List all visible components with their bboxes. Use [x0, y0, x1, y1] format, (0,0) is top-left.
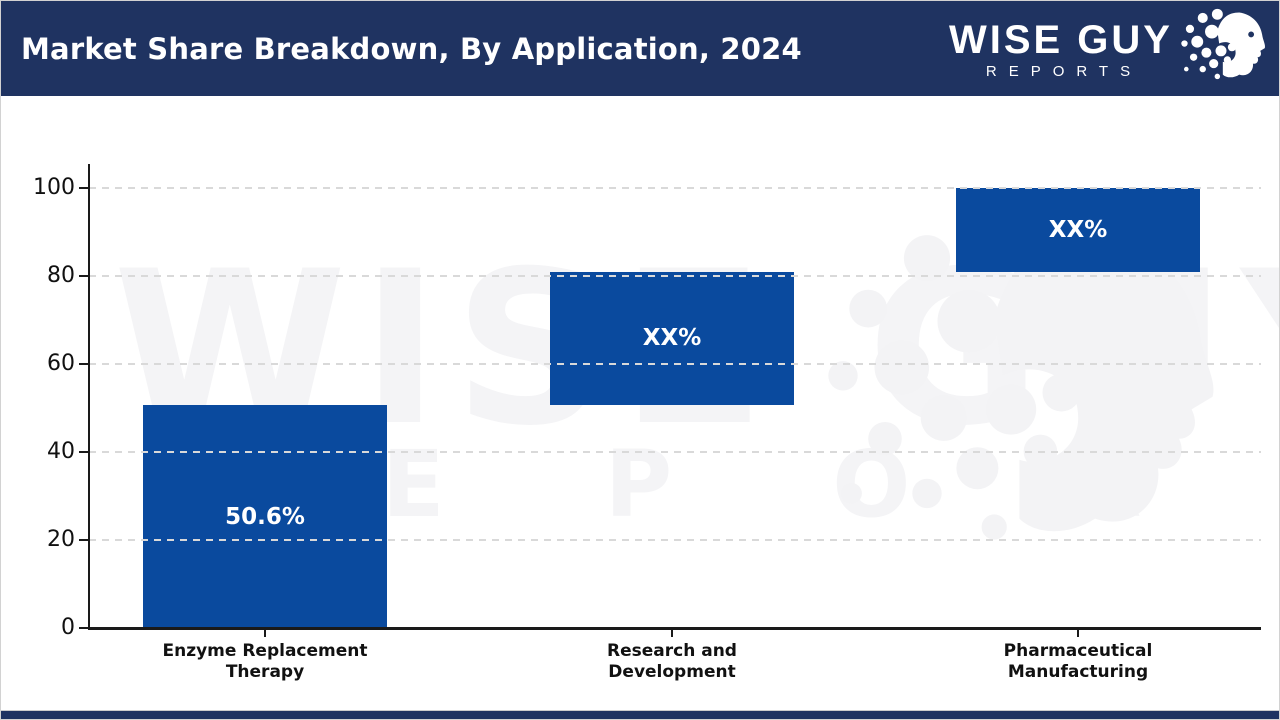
- x-axis-category-line: Development: [608, 662, 736, 682]
- y-axis-tick-label: 40: [47, 439, 75, 464]
- logo-eye-dot: [1248, 31, 1255, 38]
- y-axis-tick-label: 60: [47, 351, 75, 376]
- logo-text-reports: REPORTS: [985, 62, 1143, 80]
- x-axis-category-line: Therapy: [225, 662, 305, 682]
- footer-divider: [1, 710, 1279, 711]
- bar-segment: 50.6%: [143, 405, 387, 628]
- logo-head-icon: [1181, 8, 1266, 80]
- y-axis-tick: [79, 451, 88, 453]
- x-axis-category-label: Pharmaceutical Manufacturing: [913, 641, 1243, 683]
- y-axis-tick-label: 20: [47, 527, 75, 552]
- logo-text-wiseguy: WISE GUY: [948, 17, 1173, 62]
- bar-segment: XX%: [550, 271, 794, 406]
- gridline: [89, 539, 1261, 541]
- gridline: [89, 275, 1261, 277]
- footer-strip: [1, 711, 1279, 719]
- wiseguy-logo: WISE GUY REPORTS: [949, 7, 1267, 91]
- bar-segment: XX%: [956, 188, 1200, 272]
- x-axis-tick: [1077, 628, 1079, 637]
- x-axis-category-line: Pharmaceutical: [1003, 641, 1153, 661]
- y-axis-tick: [79, 363, 88, 365]
- bar-value-label: XX%: [1048, 216, 1108, 243]
- page-title: Market Share Breakdown, By Application, …: [21, 31, 802, 66]
- bar-value-label: XX%: [642, 325, 702, 352]
- y-axis-tick: [79, 275, 88, 277]
- y-axis-tick-label: 80: [47, 263, 75, 288]
- x-axis-category-label: Research and Development: [507, 641, 837, 683]
- x-axis-category-line: Enzyme Replacement: [162, 641, 368, 661]
- x-axis-category-line: Manufacturing: [1007, 662, 1149, 682]
- x-axis-category-line: Research and: [607, 641, 737, 661]
- x-axis-tick: [671, 628, 673, 637]
- y-axis-tick: [79, 627, 88, 629]
- header: Market Share Breakdown, By Application, …: [1, 1, 1279, 96]
- x-axis-tick: [264, 628, 266, 637]
- bar-value-label: 50.6%: [225, 503, 305, 530]
- x-axis-category-label: Enzyme Replacement Therapy: [100, 641, 430, 683]
- gridline: [89, 451, 1261, 453]
- y-axis-tick: [79, 187, 88, 189]
- x-axis-line: [88, 627, 1261, 630]
- gridline: [89, 363, 1261, 365]
- y-axis-tick-label: 0: [61, 615, 75, 640]
- y-axis-tick: [79, 539, 88, 541]
- y-axis-line: [88, 164, 90, 629]
- logo-wordmark: WISE GUY REPORTS: [949, 19, 1173, 80]
- y-axis-tick-label: 100: [33, 175, 75, 200]
- gridline: [89, 187, 1261, 189]
